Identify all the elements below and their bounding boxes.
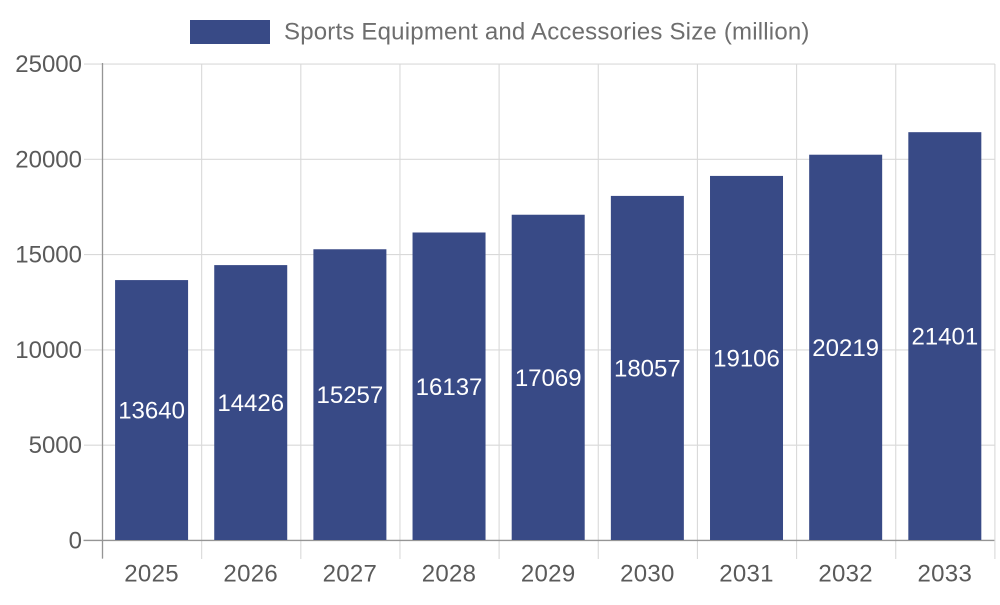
svg-text:16137: 16137 (416, 374, 483, 401)
svg-text:15257: 15257 (317, 382, 384, 409)
svg-text:25000: 25000 (15, 51, 82, 78)
svg-text:2029: 2029 (521, 561, 576, 588)
svg-text:2031: 2031 (719, 561, 774, 588)
svg-text:21401: 21401 (911, 324, 978, 351)
svg-text:5000: 5000 (29, 432, 82, 459)
svg-text:0: 0 (69, 528, 82, 555)
svg-text:2028: 2028 (422, 561, 477, 588)
svg-text:20000: 20000 (15, 146, 82, 173)
svg-text:2033: 2033 (918, 561, 973, 588)
svg-text:19106: 19106 (713, 345, 780, 372)
svg-text:14426: 14426 (217, 390, 284, 417)
svg-text:Sports Equipment and Accessori: Sports Equipment and Accessories Size (m… (284, 19, 810, 46)
svg-text:2027: 2027 (323, 561, 378, 588)
svg-text:2025: 2025 (124, 561, 179, 588)
svg-text:17069: 17069 (515, 365, 582, 392)
svg-text:15000: 15000 (15, 242, 82, 269)
svg-text:13640: 13640 (118, 398, 185, 425)
svg-text:2030: 2030 (620, 561, 675, 588)
svg-text:18057: 18057 (614, 355, 681, 382)
svg-text:2032: 2032 (818, 561, 873, 588)
svg-text:10000: 10000 (15, 337, 82, 364)
svg-text:20219: 20219 (812, 335, 879, 362)
svg-text:2026: 2026 (223, 561, 278, 588)
